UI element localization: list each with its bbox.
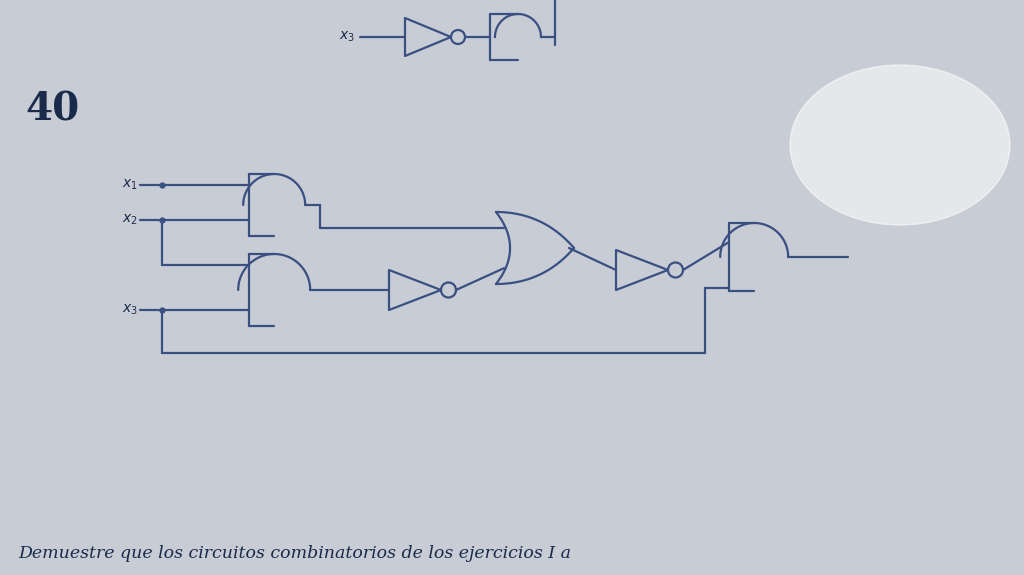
Text: $x_2$: $x_2$ bbox=[122, 213, 138, 227]
Text: $x_3$: $x_3$ bbox=[339, 30, 355, 44]
Text: $x_1$: $x_1$ bbox=[122, 178, 138, 192]
Text: $x_3$: $x_3$ bbox=[122, 303, 138, 317]
Ellipse shape bbox=[790, 65, 1010, 225]
Text: Demuestre que los circuitos combinatorios de los ejercicios I a: Demuestre que los circuitos combinatorio… bbox=[18, 545, 571, 562]
Text: 40: 40 bbox=[25, 91, 79, 129]
